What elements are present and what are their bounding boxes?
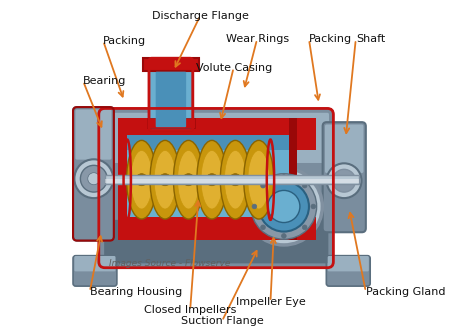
Text: Volute Casing: Volute Casing [196, 62, 272, 73]
Ellipse shape [150, 140, 180, 219]
Circle shape [302, 225, 307, 229]
FancyBboxPatch shape [74, 256, 116, 271]
FancyBboxPatch shape [118, 118, 316, 150]
Text: Packing: Packing [309, 34, 352, 44]
Circle shape [327, 163, 362, 198]
Ellipse shape [225, 151, 246, 209]
Text: Impeller Eye: Impeller Eye [236, 297, 305, 307]
Circle shape [282, 234, 286, 238]
Circle shape [246, 168, 322, 245]
Circle shape [136, 174, 148, 186]
FancyBboxPatch shape [99, 109, 333, 268]
Text: Discharge Flange: Discharge Flange [152, 11, 249, 21]
FancyBboxPatch shape [75, 110, 111, 160]
Ellipse shape [220, 140, 250, 219]
Text: Closed Impellers: Closed Impellers [144, 305, 237, 315]
Circle shape [74, 159, 113, 198]
Text: Bearing: Bearing [83, 76, 127, 86]
Circle shape [261, 225, 265, 229]
Circle shape [88, 173, 100, 185]
Text: Packing Gland: Packing Gland [366, 287, 446, 297]
Ellipse shape [201, 151, 223, 209]
FancyBboxPatch shape [127, 134, 289, 150]
FancyBboxPatch shape [323, 122, 366, 232]
FancyBboxPatch shape [105, 179, 359, 183]
Circle shape [261, 183, 265, 188]
FancyBboxPatch shape [326, 256, 370, 286]
Text: Shaft: Shaft [356, 34, 385, 44]
Ellipse shape [154, 151, 176, 209]
Ellipse shape [173, 140, 203, 219]
FancyBboxPatch shape [103, 113, 329, 163]
Circle shape [81, 165, 107, 192]
FancyBboxPatch shape [73, 256, 117, 286]
Circle shape [206, 174, 218, 186]
FancyBboxPatch shape [118, 118, 127, 240]
Ellipse shape [248, 151, 270, 209]
Text: Bearing Housing: Bearing Housing [90, 287, 182, 297]
FancyBboxPatch shape [105, 175, 359, 184]
FancyBboxPatch shape [118, 216, 316, 240]
Ellipse shape [131, 151, 153, 209]
Circle shape [268, 191, 300, 222]
Ellipse shape [127, 140, 157, 219]
FancyBboxPatch shape [104, 220, 328, 263]
Ellipse shape [197, 140, 227, 219]
Circle shape [159, 174, 171, 186]
FancyBboxPatch shape [146, 118, 195, 128]
FancyBboxPatch shape [289, 118, 297, 240]
Text: Packing: Packing [103, 36, 146, 46]
FancyBboxPatch shape [127, 150, 289, 216]
Circle shape [229, 174, 241, 186]
Text: Wear Rings: Wear Rings [226, 34, 289, 44]
Circle shape [252, 204, 257, 209]
Ellipse shape [178, 151, 200, 209]
Circle shape [182, 174, 194, 186]
FancyBboxPatch shape [155, 72, 186, 127]
Ellipse shape [244, 140, 274, 219]
Circle shape [251, 174, 317, 239]
Circle shape [302, 183, 307, 188]
FancyBboxPatch shape [143, 58, 199, 71]
Circle shape [259, 181, 309, 232]
FancyBboxPatch shape [325, 125, 364, 173]
FancyBboxPatch shape [73, 107, 114, 241]
Circle shape [333, 169, 356, 192]
FancyBboxPatch shape [328, 256, 369, 271]
Text: Suction Flange: Suction Flange [181, 316, 264, 326]
Circle shape [311, 204, 316, 209]
Text: Images Source - Flowserve: Images Source - Flowserve [109, 259, 231, 268]
FancyBboxPatch shape [149, 60, 193, 130]
Circle shape [282, 175, 286, 179]
